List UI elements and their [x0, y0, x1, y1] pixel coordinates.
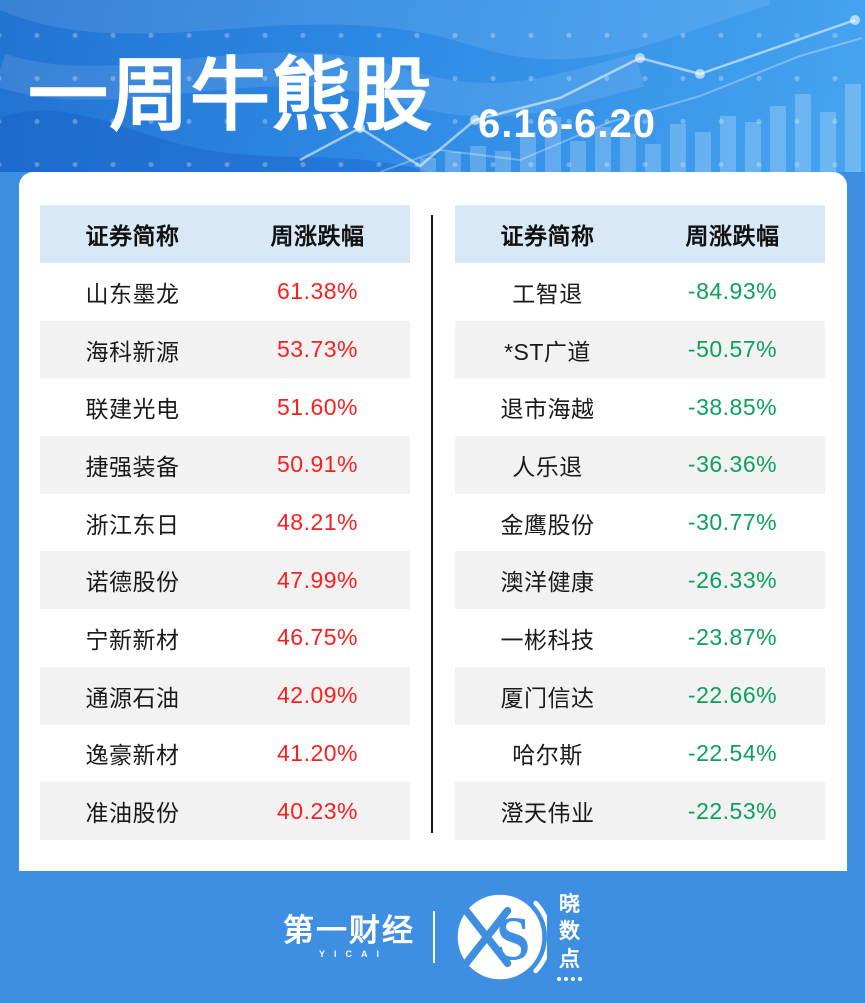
- stock-name: 诺德股份: [85, 569, 180, 596]
- stock-name: 逸豪新材: [85, 742, 180, 769]
- svg-text:S: S: [496, 906, 530, 974]
- weekly-change-value: 46.75%: [276, 624, 358, 651]
- logo-char: 晓: [559, 893, 580, 917]
- xiaoshudian-logo: S 晓 数 点: [453, 890, 582, 984]
- weekly-change-value: -26.33%: [687, 566, 778, 593]
- weekly-change-value: 61.38%: [276, 278, 358, 305]
- table-row: 联建光电 51.60%: [40, 378, 410, 437]
- logo-char: 数: [559, 920, 580, 944]
- table-row: 捷强装备 50.91%: [40, 436, 410, 494]
- weekly-change-value: -30.77%: [687, 509, 778, 536]
- column-header-stock-name: 证券简称: [85, 223, 180, 249]
- losers-table-header: 证券简称 周涨跌幅: [455, 205, 825, 263]
- weekly-change-value: 41.20%: [276, 739, 358, 766]
- yicai-logo: 第一财经 YICAI: [283, 915, 415, 959]
- weekly-change-value: 42.09%: [276, 682, 358, 709]
- banner-line-decoration: [299, 15, 863, 172]
- stock-name: 山东墨龙: [85, 280, 180, 307]
- date-range: 6.16-6.20: [478, 102, 657, 146]
- footer: 第一财经 YICAI S 晓 数 点: [0, 871, 865, 1003]
- weekly-change-value: 50.91%: [276, 451, 358, 478]
- table-row: 诺德股份 47.99%: [40, 551, 410, 610]
- weekly-change-value: 47.99%: [276, 566, 358, 593]
- losers-table-body: 工智退 -84.93% *ST广道 -50.57% 退市海越 -38.85%: [455, 263, 825, 840]
- weekly-change-value: -22.54%: [687, 739, 778, 766]
- stock-name: 海科新源: [85, 338, 180, 365]
- table-row: 海科新源 53.73%: [40, 320, 410, 379]
- footer-logo-divider: [433, 911, 435, 963]
- weekly-change-value: -50.57%: [687, 336, 778, 363]
- banner-bars-decoration: [420, 84, 861, 172]
- table-row: 一彬科技 -23.87%: [455, 609, 825, 667]
- stock-name: 准油股份: [85, 800, 180, 827]
- table-row: 通源石油 42.09%: [40, 666, 410, 725]
- table-row: 准油股份 40.23%: [40, 782, 410, 840]
- losers-table: 证券简称 周涨跌幅 工智退 -84.93% *ST广道 -50.57%: [455, 205, 825, 840]
- xiaoshudian-logo-text: 晓 数 点: [557, 893, 582, 981]
- table-row: *ST广道 -50.57%: [455, 320, 825, 379]
- gainers-table: 证券简称 周涨跌幅 山东墨龙 61.38% 海科新源 53.73%: [40, 205, 410, 840]
- weekly-change-value: -23.87%: [687, 624, 778, 651]
- gainers-table-header: 证券简称 周涨跌幅: [40, 205, 410, 263]
- table-row: 山东墨龙 61.38%: [40, 263, 410, 321]
- table-row: 厦门信达 -22.66%: [455, 666, 825, 725]
- stock-name: 澄天伟业: [500, 800, 595, 827]
- table-row: 人乐退 -36.36%: [455, 436, 825, 494]
- banner: 一周牛熊股 6.16-6.20: [0, 0, 865, 172]
- table-row: 金鹰股份 -30.77%: [455, 493, 825, 552]
- content-panel: 证券简称 周涨跌幅 山东墨龙 61.38% 海科新源 53.73%: [19, 172, 847, 871]
- table-row: 浙江东日 48.21%: [40, 493, 410, 552]
- yicai-logo-text: 第一财经: [283, 913, 415, 948]
- stock-name: 工智退: [512, 280, 583, 307]
- stock-name: 厦门信达: [500, 684, 595, 711]
- weekly-change-value: -22.66%: [687, 682, 778, 709]
- stock-name: 宁新新材: [85, 626, 180, 653]
- weekly-change-value: 51.60%: [276, 393, 358, 420]
- weekly-change-value: -22.53%: [687, 797, 778, 824]
- table-row: 工智退 -84.93%: [455, 263, 825, 321]
- logo-dots: [557, 976, 582, 981]
- weekly-change-value: -36.36%: [687, 451, 778, 478]
- stock-name: 金鹰股份: [500, 511, 595, 538]
- table-row: 逸豪新材 41.20%: [40, 724, 410, 783]
- column-header-weekly-change: 周涨跌幅: [270, 223, 365, 249]
- weekly-change-value: 40.23%: [276, 797, 358, 824]
- stock-name: 退市海越: [500, 396, 595, 423]
- yicai-logo-subtext: YICAI: [318, 949, 388, 959]
- weekly-change-value: -84.93%: [687, 278, 778, 305]
- stock-name: 通源石油: [85, 684, 180, 711]
- stock-name: 联建光电: [85, 396, 180, 423]
- column-header-weekly-change: 周涨跌幅: [685, 223, 780, 249]
- stock-name: *ST广道: [504, 338, 591, 365]
- stock-name: 人乐退: [512, 453, 583, 480]
- table-row: 澳洋健康 -26.33%: [455, 551, 825, 610]
- table-row: 宁新新材 46.75%: [40, 609, 410, 667]
- stock-name: 一彬科技: [500, 626, 595, 653]
- weekly-change-value: -38.85%: [687, 393, 778, 420]
- stock-name: 浙江东日: [85, 511, 180, 538]
- column-header-stock-name: 证券简称: [500, 223, 595, 249]
- tables-divider: [431, 215, 433, 833]
- stock-name: 哈尔斯: [512, 742, 583, 769]
- table-row: 哈尔斯 -22.54%: [455, 724, 825, 783]
- table-row: 退市海越 -38.85%: [455, 378, 825, 437]
- banner-decoration-chart-art: [0, 0, 863, 172]
- stock-name: 捷强装备: [85, 453, 180, 480]
- gainers-table-body: 山东墨龙 61.38% 海科新源 53.73% 联建光电 51.60%: [40, 263, 410, 840]
- logo-char: 点: [559, 947, 580, 971]
- weekly-change-value: 53.73%: [276, 336, 358, 363]
- xs-circle-icon: S: [457, 894, 547, 980]
- weekly-change-value: 48.21%: [276, 509, 358, 536]
- page-title: 一周牛熊股: [28, 51, 433, 140]
- table-row: 澄天伟业 -22.53%: [455, 782, 825, 840]
- stock-name: 澳洋健康: [500, 569, 595, 596]
